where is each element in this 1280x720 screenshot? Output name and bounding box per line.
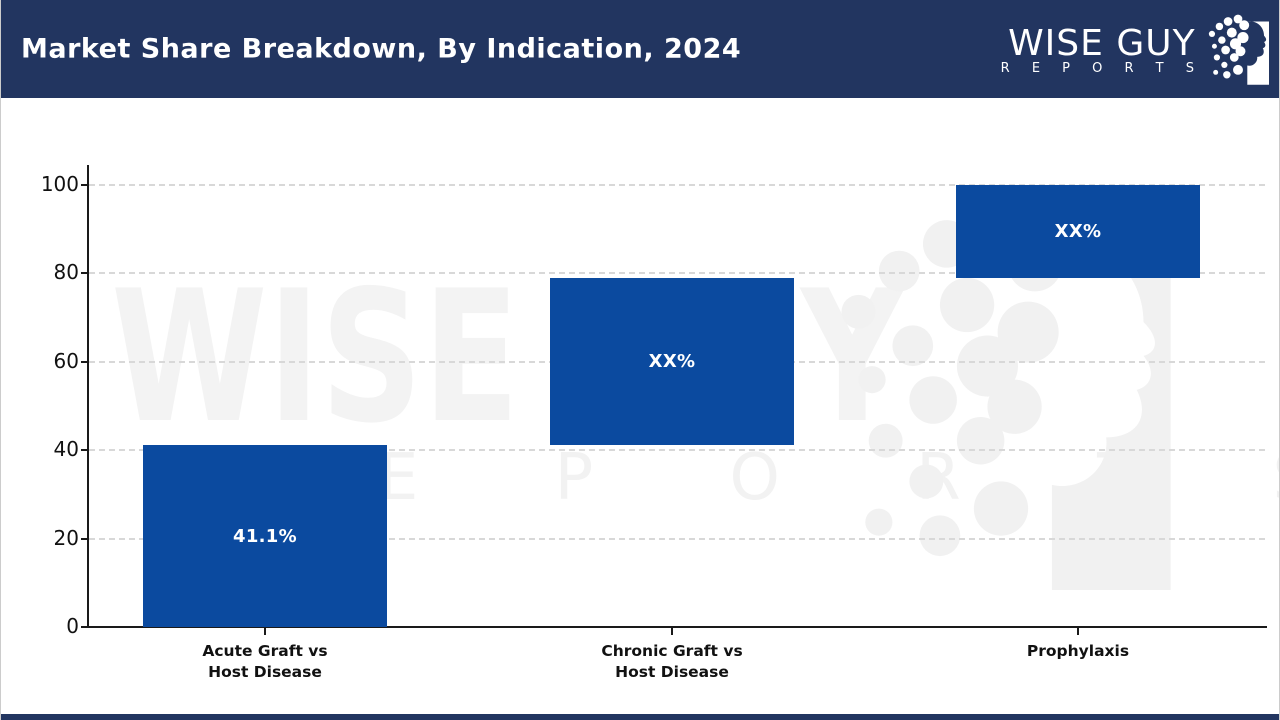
- bar-segment: 41.1%: [143, 445, 387, 627]
- category-label: Chronic Graft vs Host Disease: [512, 641, 832, 683]
- y-tickmark: [81, 626, 88, 628]
- header-bar: Market Share Breakdown, By Indication, 2…: [1, 0, 1279, 98]
- gridline: [89, 449, 1265, 452]
- bar-value-label: XX%: [648, 351, 696, 373]
- brand-logo-text: WISE GUY R E P O R T S: [1001, 24, 1203, 77]
- y-tick-label: 20: [53, 525, 79, 550]
- x-tickmark: [1077, 628, 1079, 635]
- gridline: [89, 537, 1265, 540]
- brand-logo-sub: R E P O R T S: [1000, 61, 1203, 77]
- category-label: Prophylaxis: [918, 641, 1238, 662]
- y-tick-label: 80: [53, 260, 79, 285]
- brand-logo-face-icon: [1208, 14, 1269, 85]
- brand-logo: WISE GUY R E P O R T S: [1001, 8, 1269, 92]
- gridline: [89, 184, 1265, 186]
- x-tickmark: [671, 628, 673, 635]
- category-label-line: Host Disease: [615, 662, 729, 681]
- y-tickmark: [81, 537, 88, 540]
- y-axis-line: [87, 165, 89, 628]
- bar-segment: XX%: [956, 185, 1200, 278]
- y-tick-label: 100: [40, 172, 79, 196]
- category-label-line: Chronic Graft vs: [601, 642, 743, 660]
- category-label-line: Acute Graft vs: [202, 642, 328, 660]
- category-label-line: Prophylaxis: [1026, 642, 1130, 660]
- footer-bar: [1, 714, 1279, 720]
- bar-segment: XX%: [550, 277, 794, 446]
- gridline: [89, 272, 1265, 275]
- bar-value-label: XX%: [1054, 220, 1102, 242]
- y-tickmark: [81, 184, 88, 186]
- brand-logo-name: WISE GUY: [1008, 22, 1196, 64]
- y-tick-label: 0: [66, 614, 79, 638]
- y-tick-label: 60: [53, 348, 79, 373]
- y-tickmark: [81, 449, 88, 452]
- category-label: Acute Graft vs Host Disease: [105, 641, 425, 683]
- page-title: Market Share Breakdown, By Indication, 2…: [21, 33, 742, 65]
- y-tick-label: 40: [53, 437, 79, 462]
- category-label-line: Host Disease: [208, 662, 322, 681]
- y-tickmark: [81, 360, 88, 363]
- x-axis-line: [85, 626, 1267, 628]
- y-tickmark: [81, 272, 88, 275]
- bar-value-label: 41.1%: [233, 525, 297, 547]
- x-tickmark: [264, 628, 266, 635]
